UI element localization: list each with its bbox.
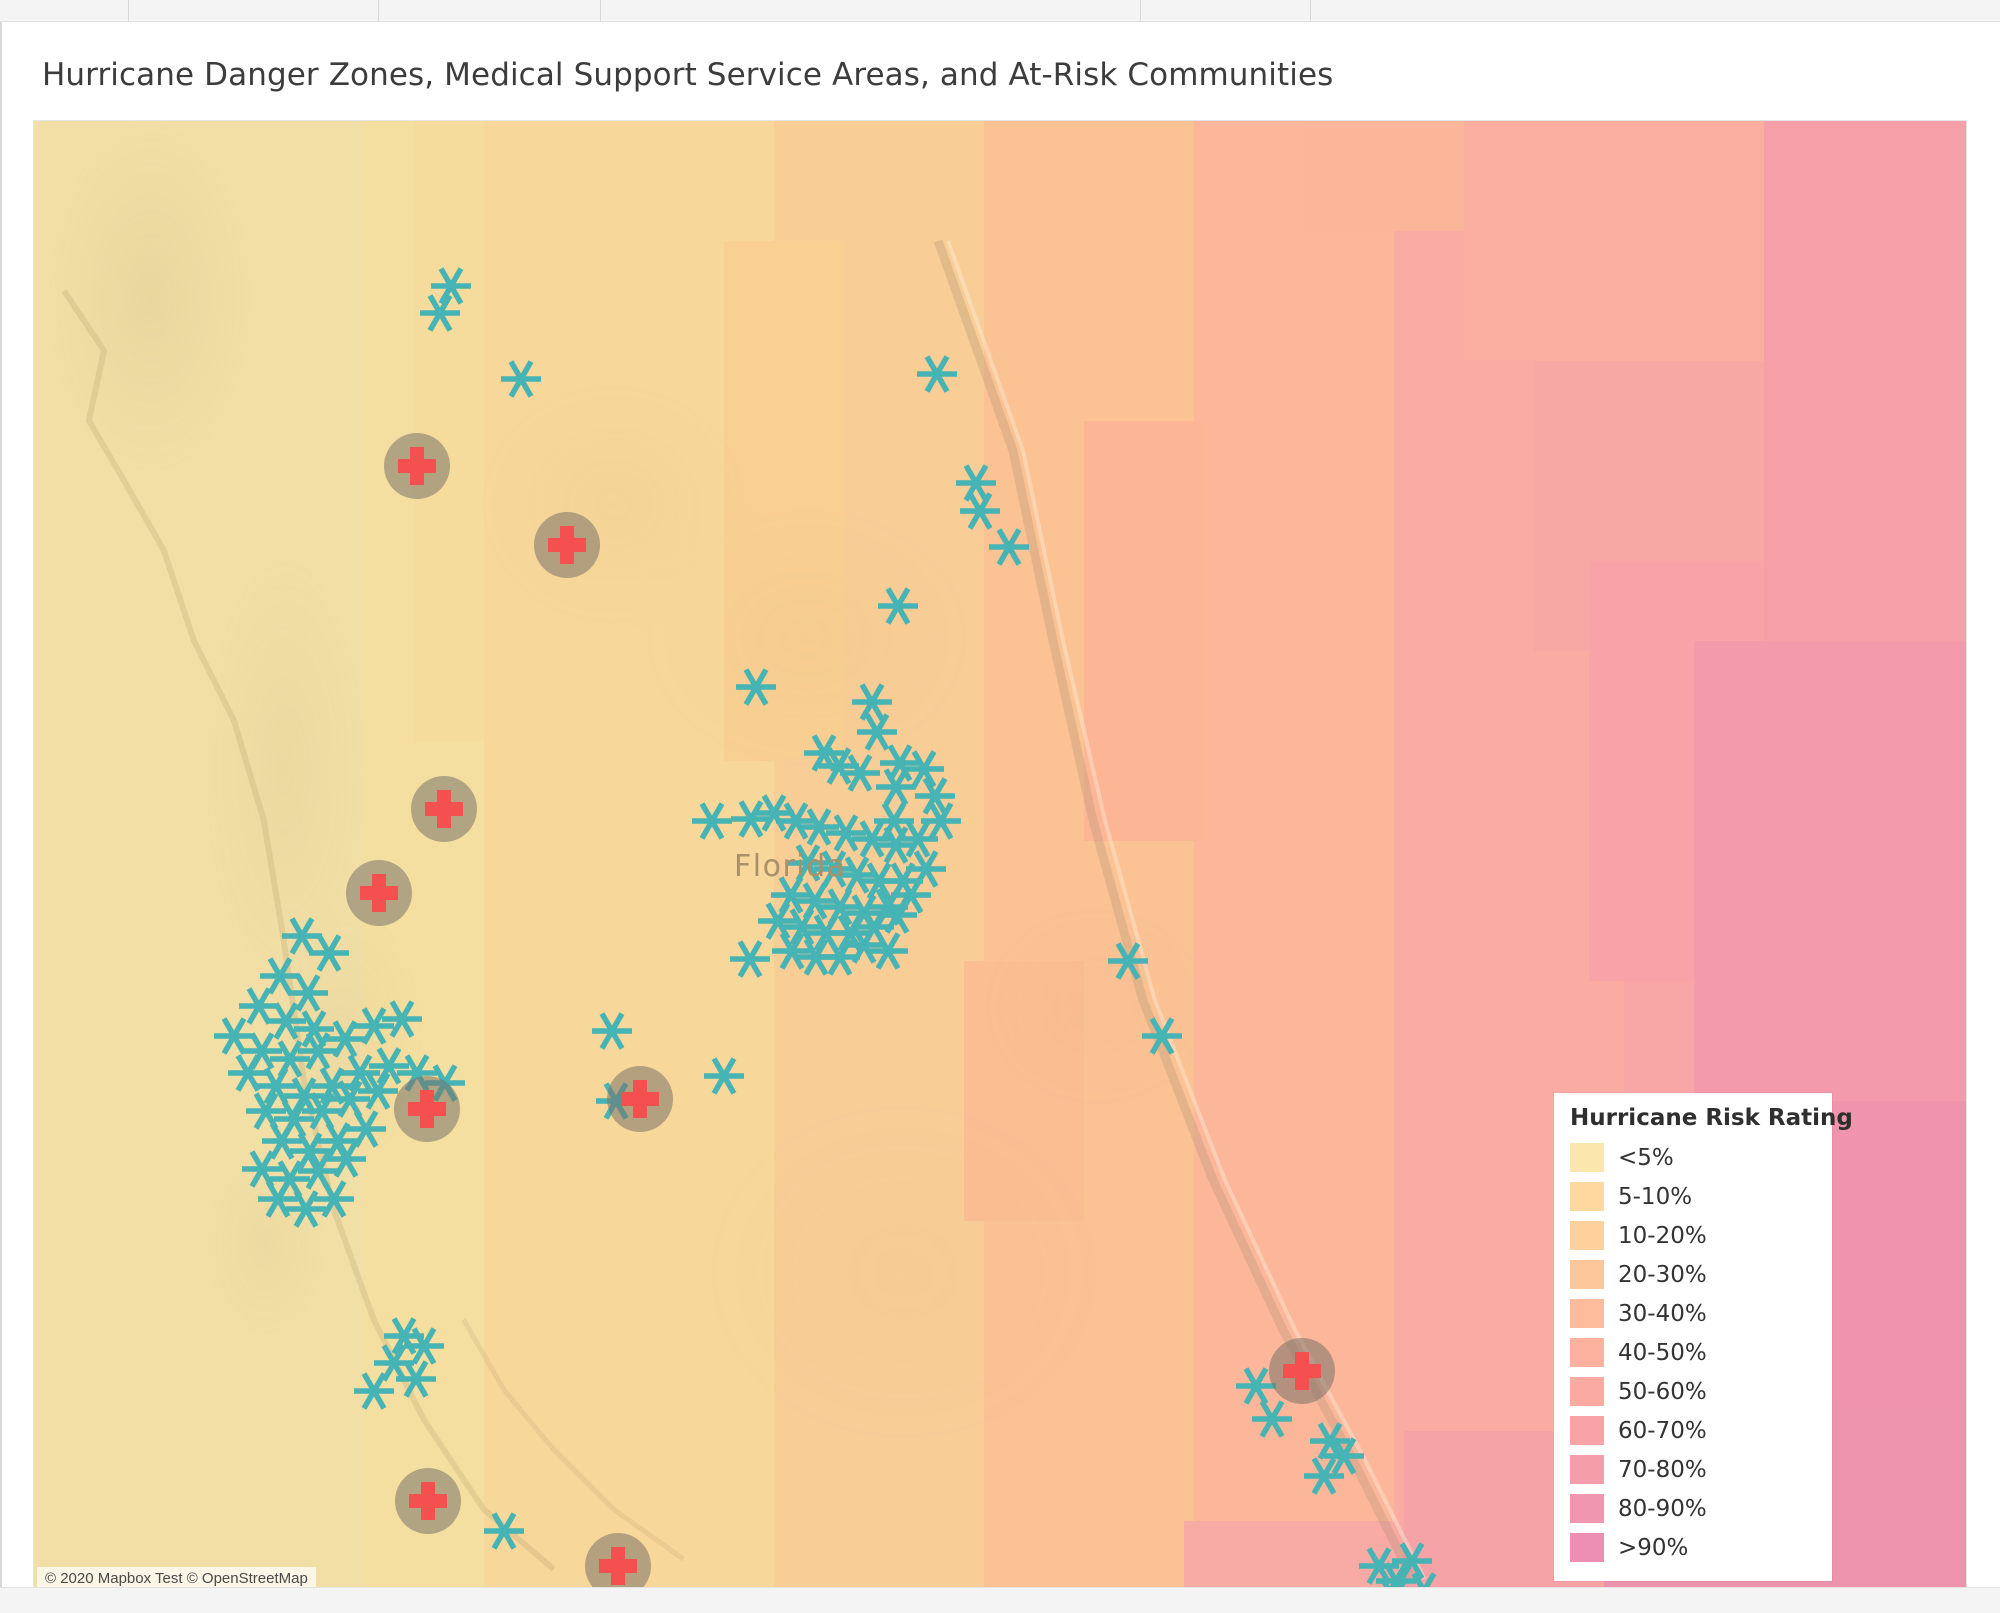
legend-title: Hurricane Risk Rating <box>1570 1105 1853 1131</box>
legend-label: 60-70% <box>1618 1417 1707 1444</box>
legend-swatch <box>1570 1377 1604 1406</box>
legend-swatch <box>1570 1416 1604 1445</box>
legend-item-90[interactable]: >90% <box>1570 1528 1818 1567</box>
risk-zone-step-10 <box>964 961 1084 1221</box>
legend-swatch <box>1570 1260 1604 1289</box>
legend-item-5[interactable]: <5% <box>1570 1138 1818 1177</box>
legend-label: 20-30% <box>1618 1261 1707 1288</box>
top-toolbar-strip <box>0 0 2000 22</box>
risk-band-4 <box>984 121 1194 1597</box>
toolbar-divider-2 <box>600 0 601 22</box>
risk-zone-step-4 <box>1764 121 1966 641</box>
legend-swatch <box>1570 1299 1604 1328</box>
risk-band-5 <box>1194 121 1394 1597</box>
legend-label: 50-60% <box>1618 1378 1707 1405</box>
risk-zone-step-12 <box>414 121 484 741</box>
legend-item-10to20[interactable]: 10-20% <box>1570 1216 1818 1255</box>
legend-label: 10-20% <box>1618 1222 1707 1249</box>
toolbar-divider-4 <box>1310 0 1311 22</box>
legend-swatch <box>1570 1338 1604 1367</box>
legend-item-40to50[interactable]: 40-50% <box>1570 1333 1818 1372</box>
map-canvas[interactable]: Florida © 2020 Mapbox Test © OpenStreetM… <box>33 120 1967 1598</box>
legend-item-5to10[interactable]: 5-10% <box>1570 1177 1818 1216</box>
legend-label: 30-40% <box>1618 1300 1707 1327</box>
map-legend: Hurricane Risk Rating <5% 5-10% 10-20% 20-3… <box>1554 1093 1853 1581</box>
page-title: Hurricane Danger Zones, Medical Support … <box>42 57 1334 93</box>
risk-zone-step-5 <box>1694 641 1966 1101</box>
risk-zone-step-0 <box>1304 121 1464 231</box>
legend-label: 70-80% <box>1618 1456 1707 1483</box>
legend-label: <5% <box>1618 1144 1674 1171</box>
legend-swatch <box>1570 1533 1604 1562</box>
risk-band-0 <box>34 121 364 1597</box>
legend-item-60to70[interactable]: 60-70% <box>1570 1411 1818 1450</box>
visualization-card: Hurricane Danger Zones, Medical Support … <box>0 22 2000 1598</box>
risk-zone-step-11 <box>1084 421 1204 841</box>
legend-label: 40-50% <box>1618 1339 1707 1366</box>
legend-swatch <box>1570 1221 1604 1250</box>
toolbar-divider-3 <box>1140 0 1141 22</box>
legend-swatch <box>1570 1455 1604 1484</box>
legend-item-80to90[interactable]: 80-90% <box>1570 1489 1818 1528</box>
legend-swatch <box>1570 1143 1604 1172</box>
bottom-status-bar <box>0 1587 2000 1613</box>
legend-label: >90% <box>1618 1534 1689 1561</box>
legend-item-30to40[interactable]: 30-40% <box>1570 1294 1818 1333</box>
toolbar-divider-0 <box>128 0 129 22</box>
legend-item-70to80[interactable]: 70-80% <box>1570 1450 1818 1489</box>
legend-swatch <box>1570 1182 1604 1211</box>
legend-swatch <box>1570 1494 1604 1523</box>
legend-item-20to30[interactable]: 20-30% <box>1570 1255 1818 1294</box>
legend-label: 80-90% <box>1618 1495 1707 1522</box>
toolbar-divider-1 <box>378 0 379 22</box>
legend-rows: <5% 5-10% 10-20% 20-30% 30-40% 40-50% 50-60% 60… <box>1570 1138 1818 1567</box>
legend-item-50to60[interactable]: 50-60% <box>1570 1372 1818 1411</box>
risk-zone-step-1 <box>1464 121 1764 361</box>
legend-label: 5-10% <box>1618 1183 1693 1210</box>
risk-zone-step-13 <box>724 241 844 761</box>
